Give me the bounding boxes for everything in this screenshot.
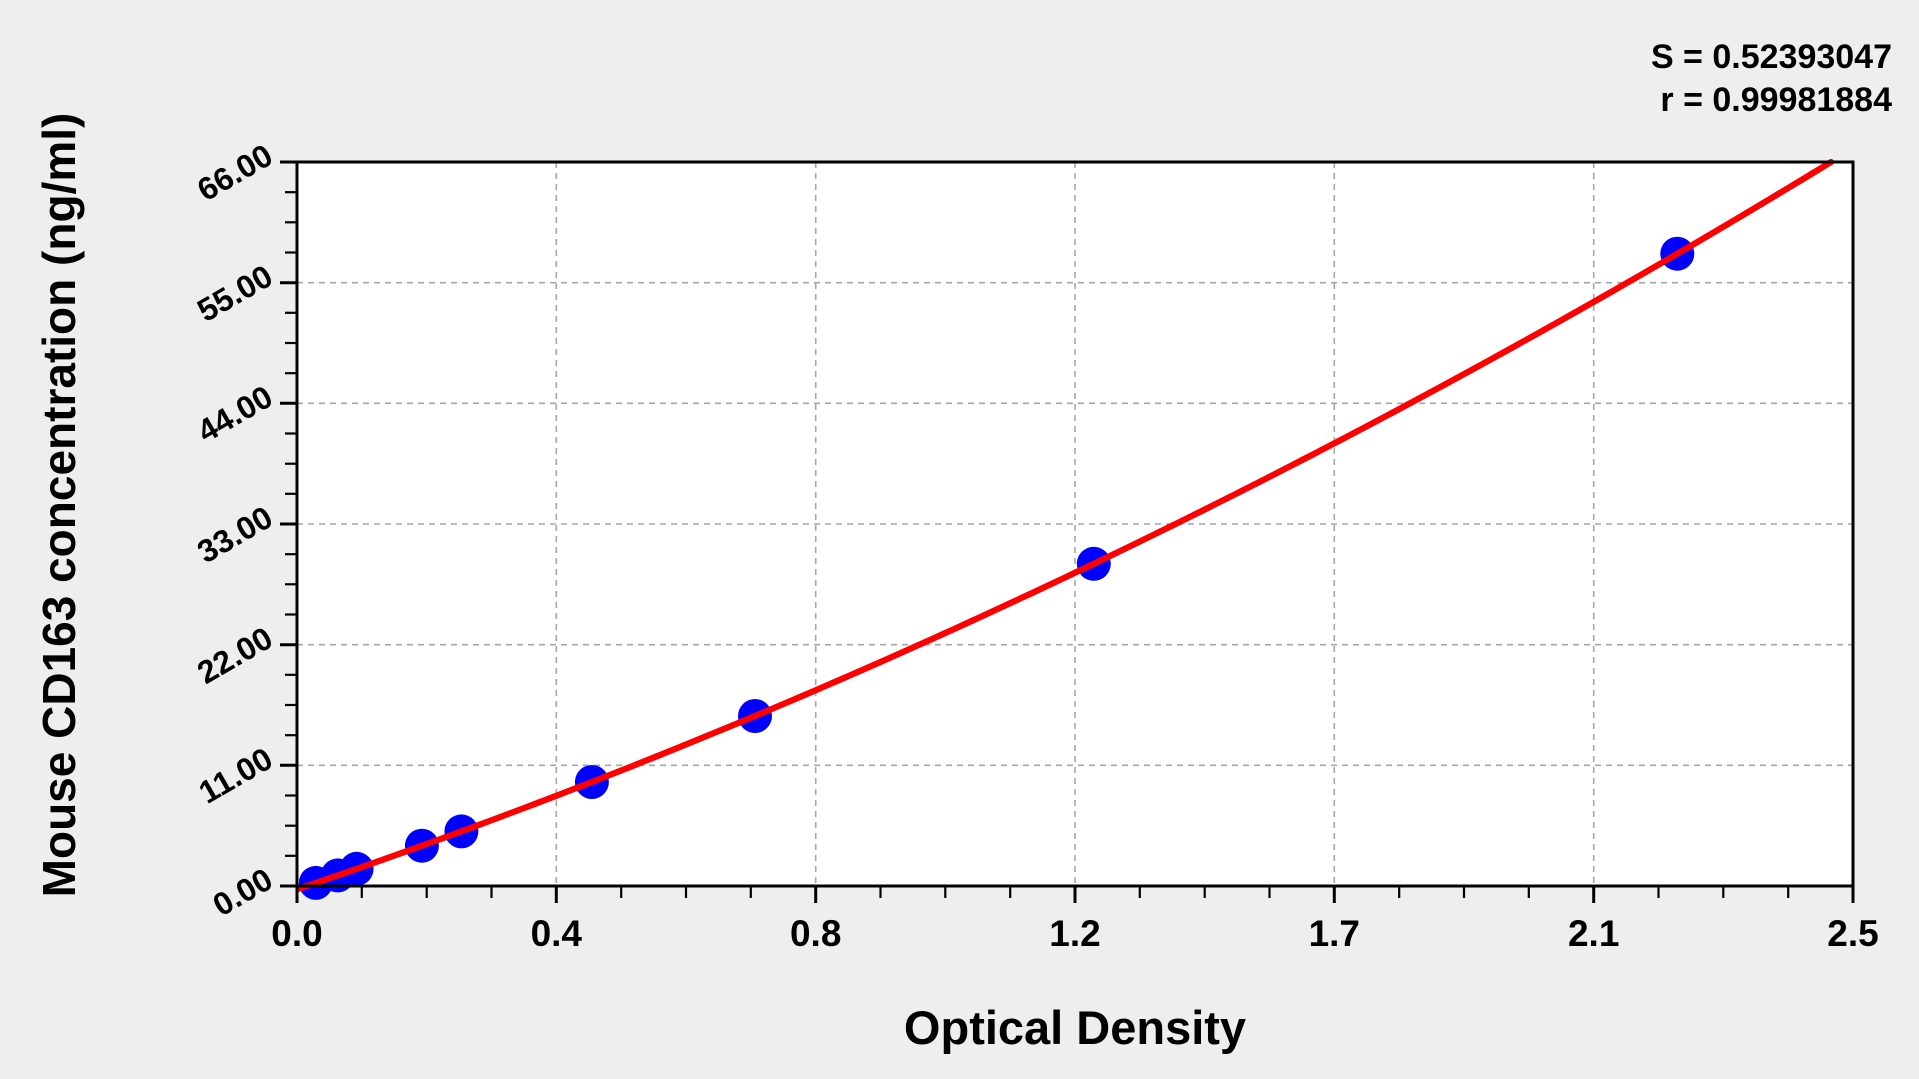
svg-text:r = 0.99981884: r = 0.99981884 [1660, 81, 1892, 119]
svg-text:2.1: 2.1 [1568, 913, 1619, 954]
svg-text:1.7: 1.7 [1309, 913, 1360, 954]
svg-text:0.8: 0.8 [790, 913, 841, 954]
svg-text:0.4: 0.4 [531, 913, 583, 954]
svg-text:0.0: 0.0 [271, 913, 322, 954]
svg-text:Optical Density: Optical Density [904, 1001, 1246, 1054]
svg-text:S = 0.52393047: S = 0.52393047 [1651, 38, 1892, 76]
svg-text:1.2: 1.2 [1049, 913, 1100, 954]
svg-text:2.5: 2.5 [1827, 913, 1878, 954]
svg-text:Mouse CD163 concentration (ng/: Mouse CD163 concentration (ng/ml) [33, 113, 85, 898]
